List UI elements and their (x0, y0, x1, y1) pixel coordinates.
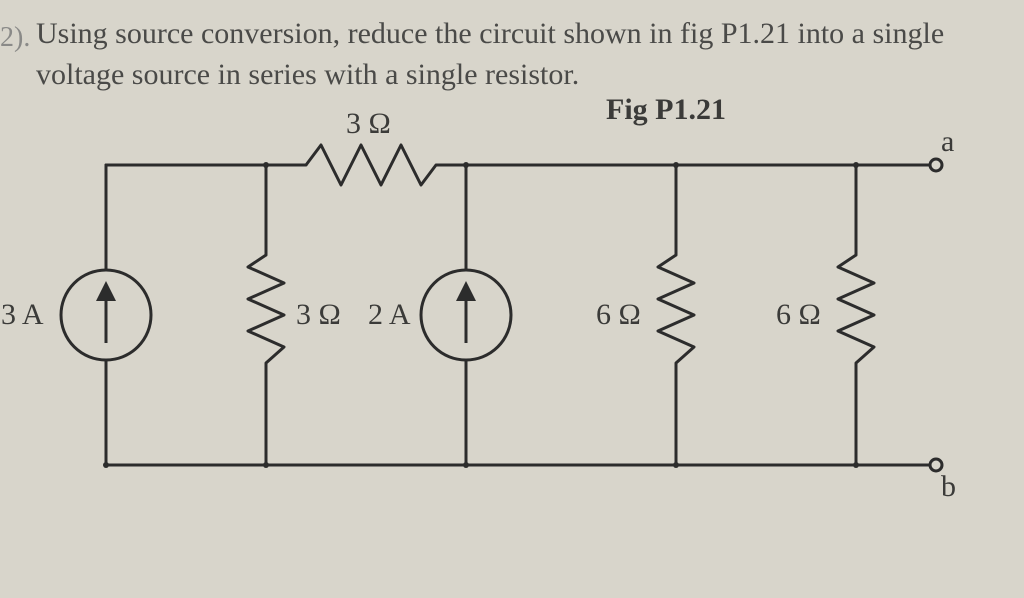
label-src-right: 2 A (368, 298, 411, 332)
circuit-svg (36, 105, 976, 505)
resistor-parallel-6ohm-1 (658, 255, 694, 375)
label-r-parallel1: 3 Ω (296, 298, 341, 332)
label-r-parallel3: 6 Ω (776, 298, 821, 332)
terminal-a-label: a (941, 125, 954, 159)
resistor-parallel-6ohm-2 (838, 255, 874, 375)
problem-text: Using source conversion, reduce the circ… (36, 14, 988, 95)
resistor-series-3ohm (306, 145, 446, 185)
figure-caption: Fig P1.21 (606, 93, 726, 127)
label-src-left: 3 A (1, 298, 44, 332)
current-source-right (421, 270, 511, 360)
terminal-a-node (930, 159, 942, 171)
terminal-b-label: b (941, 470, 956, 504)
label-r-parallel2: 6 Ω (596, 298, 641, 332)
resistor-parallel-3ohm (248, 255, 284, 375)
current-source-left (61, 270, 151, 360)
question-number: 2). (0, 22, 30, 54)
circuit-figure: Fig P1.21 (36, 105, 976, 505)
label-r-top: 3 Ω (346, 107, 391, 141)
